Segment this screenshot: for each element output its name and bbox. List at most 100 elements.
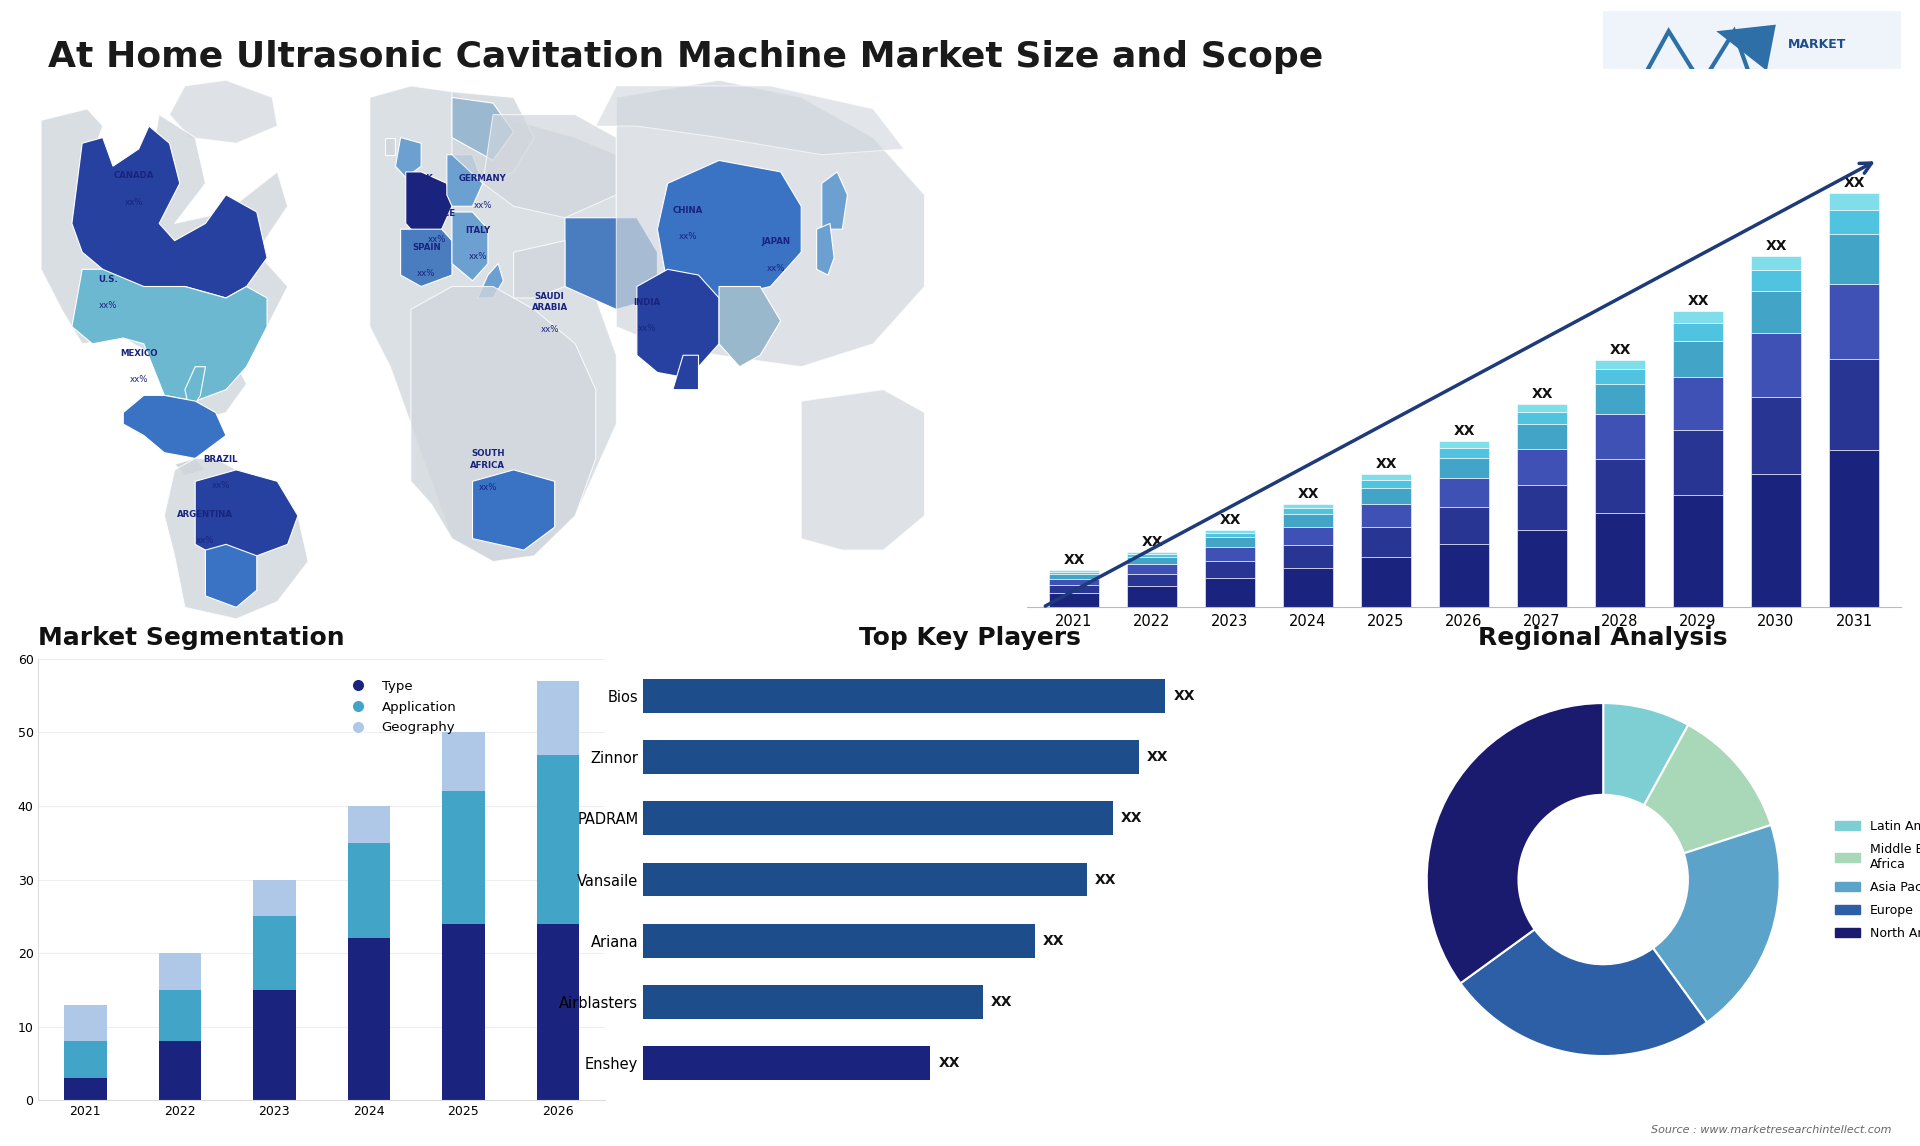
Text: XX: XX bbox=[1121, 811, 1142, 825]
Text: GERMANY: GERMANY bbox=[459, 174, 507, 183]
Bar bbox=[1596, 360, 1645, 369]
Text: xx%: xx% bbox=[637, 323, 657, 332]
Bar bbox=[1127, 564, 1177, 574]
Title: Top Key Players: Top Key Players bbox=[858, 626, 1081, 650]
Bar bbox=[1048, 574, 1100, 579]
Legend: Type, Application, Geography: Type, Application, Geography bbox=[340, 674, 463, 740]
Text: XX: XX bbox=[1146, 751, 1169, 764]
Bar bbox=[1751, 397, 1801, 473]
Bar bbox=[63, 1078, 108, 1100]
Text: U.S.: U.S. bbox=[98, 275, 117, 283]
Text: xx%: xx% bbox=[428, 235, 445, 244]
Bar bbox=[536, 754, 580, 924]
Text: XX: XX bbox=[1064, 554, 1085, 567]
Bar bbox=[1672, 342, 1724, 377]
Bar bbox=[1361, 474, 1411, 479]
Wedge shape bbox=[1461, 929, 1707, 1055]
Polygon shape bbox=[371, 86, 616, 562]
Text: RESEARCH: RESEARCH bbox=[1788, 71, 1862, 84]
Polygon shape bbox=[672, 355, 699, 390]
Bar bbox=[348, 939, 390, 1100]
Bar bbox=[1361, 479, 1411, 487]
Bar bbox=[643, 801, 1114, 835]
Bar bbox=[1283, 508, 1332, 515]
Polygon shape bbox=[451, 92, 534, 183]
Text: XX: XX bbox=[1764, 240, 1788, 253]
Bar bbox=[1517, 424, 1567, 449]
Bar bbox=[536, 924, 580, 1100]
Bar bbox=[1751, 473, 1801, 607]
Bar bbox=[643, 740, 1139, 774]
Bar bbox=[442, 732, 484, 791]
Bar bbox=[1204, 578, 1256, 607]
Text: XX: XX bbox=[1219, 512, 1240, 527]
Text: xx%: xx% bbox=[468, 252, 488, 261]
Text: CHINA: CHINA bbox=[674, 206, 703, 215]
Bar bbox=[643, 924, 1035, 958]
Bar bbox=[1672, 312, 1724, 323]
Polygon shape bbox=[184, 367, 205, 413]
Bar bbox=[1828, 210, 1880, 235]
Text: xx%: xx% bbox=[211, 481, 230, 490]
Text: ITALY: ITALY bbox=[465, 226, 490, 235]
Text: xx%: xx% bbox=[98, 301, 117, 309]
Bar bbox=[643, 1046, 931, 1080]
Bar bbox=[1517, 403, 1567, 413]
Text: xx%: xx% bbox=[478, 484, 497, 492]
Text: ARABIA: ARABIA bbox=[532, 304, 568, 313]
Bar bbox=[159, 1042, 202, 1100]
Bar bbox=[643, 986, 983, 1019]
Polygon shape bbox=[637, 269, 718, 378]
Bar bbox=[1438, 478, 1490, 508]
Text: xx%: xx% bbox=[766, 264, 785, 273]
Text: xx%: xx% bbox=[196, 536, 215, 544]
Bar bbox=[348, 806, 390, 842]
Text: XX: XX bbox=[1094, 872, 1116, 887]
Bar bbox=[1127, 552, 1177, 555]
Bar bbox=[643, 678, 1165, 713]
Polygon shape bbox=[386, 138, 396, 155]
Bar bbox=[1283, 527, 1332, 545]
Polygon shape bbox=[169, 80, 276, 143]
Text: Source : www.marketresearchintellect.com: Source : www.marketresearchintellect.com bbox=[1651, 1124, 1891, 1135]
Text: AFRICA: AFRICA bbox=[470, 461, 505, 470]
Text: At Home Ultrasonic Cavitation Machine Market Size and Scope: At Home Ultrasonic Cavitation Machine Ma… bbox=[48, 40, 1323, 74]
Text: INTELLECT: INTELLECT bbox=[1788, 104, 1862, 117]
Bar bbox=[1127, 587, 1177, 607]
Text: ARGENTINA: ARGENTINA bbox=[177, 510, 234, 518]
Wedge shape bbox=[1603, 702, 1688, 806]
Bar bbox=[1361, 503, 1411, 527]
Polygon shape bbox=[175, 458, 205, 476]
Bar bbox=[1517, 531, 1567, 607]
Bar bbox=[1828, 450, 1880, 607]
Polygon shape bbox=[718, 286, 781, 367]
Text: XX: XX bbox=[1453, 424, 1475, 438]
Bar bbox=[1596, 458, 1645, 513]
Bar bbox=[1596, 513, 1645, 607]
Bar bbox=[253, 990, 296, 1100]
Bar bbox=[1751, 270, 1801, 291]
Text: xx%: xx% bbox=[680, 231, 697, 241]
Text: XX: XX bbox=[1843, 176, 1864, 190]
Polygon shape bbox=[595, 86, 904, 155]
Bar bbox=[1438, 508, 1490, 544]
Bar bbox=[1438, 544, 1490, 607]
Title: Regional Analysis: Regional Analysis bbox=[1478, 626, 1728, 650]
Bar bbox=[159, 990, 202, 1042]
Bar bbox=[1517, 485, 1567, 531]
Text: xx%: xx% bbox=[125, 197, 142, 206]
Text: xx%: xx% bbox=[474, 201, 492, 210]
Bar bbox=[159, 953, 202, 990]
Bar bbox=[1283, 504, 1332, 508]
Bar bbox=[1828, 193, 1880, 210]
Polygon shape bbox=[657, 160, 801, 298]
Polygon shape bbox=[405, 172, 451, 241]
Polygon shape bbox=[205, 544, 257, 607]
Bar bbox=[1672, 430, 1724, 495]
Text: BRAZIL: BRAZIL bbox=[204, 455, 238, 464]
Text: XX: XX bbox=[1043, 934, 1064, 948]
Bar bbox=[1672, 377, 1724, 430]
Text: MARKET: MARKET bbox=[1788, 38, 1847, 50]
Bar bbox=[1438, 441, 1490, 448]
Text: JAPAN: JAPAN bbox=[760, 237, 789, 246]
